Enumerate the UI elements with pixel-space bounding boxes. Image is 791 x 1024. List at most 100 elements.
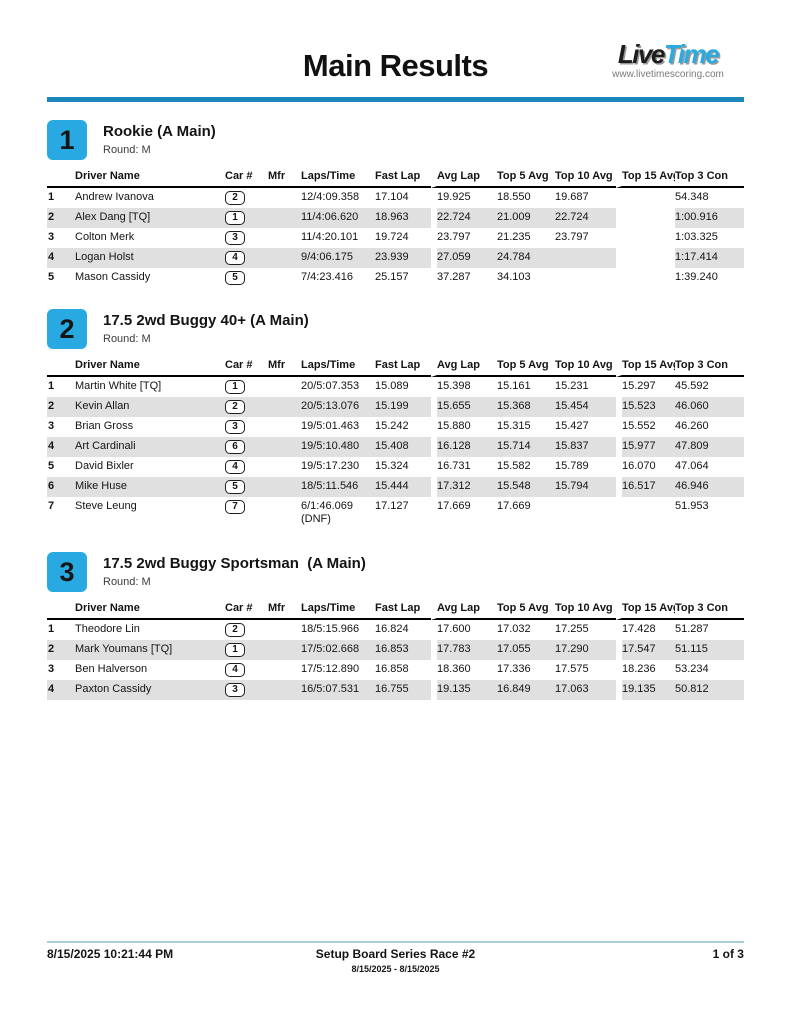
position: 7 (48, 500, 55, 512)
laps-time: 19/5:17.230 (301, 460, 360, 472)
column-header: Driver Name (75, 356, 225, 377)
column-header: Laps/Time (301, 167, 375, 188)
avg-lap: 17.669 (431, 497, 497, 529)
section-header: 3 17.5 2wd Buggy Sportsman (A Main) Roun… (47, 552, 744, 592)
section-round: Round: M (103, 144, 151, 156)
top5-avg: 34.103 (497, 271, 531, 283)
result-row: 3 Ben Halverson 4 17/5:12.890 16.858 18.360 17… (47, 660, 744, 680)
car-number-cell: 3 (225, 228, 268, 248)
column-header: Driver Name (75, 167, 225, 188)
driver-name: Colton Merk (75, 231, 135, 243)
report-header: Main Results LiveTime www.livetimescorin… (0, 0, 791, 84)
column-header: Car # (225, 356, 268, 377)
top15-avg (616, 208, 675, 228)
section-number-badge: 2 (47, 309, 87, 349)
table-body: 1 Martin White [TQ] 1 20/5:07.353 15.089 15.3… (47, 377, 744, 529)
top15-avg: 15.977 (616, 437, 675, 457)
fast-lap: 15.444 (375, 477, 431, 497)
car-number-cell: 2 (225, 397, 268, 417)
car-number-badge: 7 (225, 500, 245, 514)
car-number-cell: 5 (225, 268, 268, 288)
column-header: Car # (225, 599, 268, 620)
top5-avg: 15.714 (497, 437, 555, 457)
mfr (268, 248, 301, 268)
car-number-cell: 2 (225, 188, 268, 208)
table-header-row: Driver Name Car # Mfr Laps/Time Fast Lap Avg … (47, 167, 744, 188)
fast-lap: 16.824 (375, 623, 409, 635)
fast-lap: 16.755 (375, 680, 431, 700)
car-number-badge: 4 (225, 460, 245, 474)
driver-name: Mark Youmans [TQ] (75, 640, 225, 660)
car-number-cell: 1 (225, 377, 268, 397)
top10-avg (555, 248, 616, 268)
top15-avg: 15.297 (616, 377, 675, 397)
position: 2 (47, 208, 75, 228)
footer-series-dates: 8/15/2025 - 8/15/2025 (351, 964, 440, 974)
fast-lap: 16.853 (375, 640, 431, 660)
logo-live-text: Live (617, 39, 666, 69)
car-number-cell: 1 (225, 208, 268, 228)
laps-time: 20/5:07.353 (301, 380, 360, 392)
car-number-badge: 3 (225, 420, 245, 434)
laps-time: 19/5:10.480 (301, 437, 375, 457)
result-row: 5 Mason Cassidy 5 7/4:23.416 25.157 37.287 34.… (47, 268, 744, 288)
position: 5 (48, 271, 55, 283)
top5-avg: 18.550 (497, 191, 531, 203)
avg-lap: 19.135 (431, 680, 497, 700)
column-header: Avg Lap (431, 599, 497, 620)
mfr (268, 640, 301, 660)
column-header (47, 167, 75, 188)
result-row: 4 Paxton Cassidy 3 16/5:07.531 16.755 19.135 1… (47, 680, 744, 700)
top15-avg: 15.552 (616, 417, 675, 437)
avg-lap: 15.655 (431, 397, 497, 417)
result-row: 3 Colton Merk 3 11/4:20.101 19.724 23.797 21.2… (47, 228, 744, 248)
table-body: 1 Theodore Lin 2 18/5:15.966 16.824 17.600 17.… (47, 620, 744, 700)
section-number: 2 (59, 313, 75, 344)
top10-avg (555, 497, 616, 529)
car-number-badge: 5 (225, 480, 245, 494)
top5-avg: 17.032 (497, 623, 531, 635)
top3-con: 47.064 (675, 460, 709, 472)
position: 4 (47, 680, 75, 700)
column-header: Mfr (268, 167, 301, 188)
avg-lap: 17.600 (431, 620, 497, 640)
laps-time: 19/5:01.463 (301, 420, 360, 432)
position: 1 (48, 623, 55, 635)
top10-avg: 15.427 (555, 420, 589, 432)
result-row: 1 Theodore Lin 2 18/5:15.966 16.824 17.600 17.… (47, 620, 744, 640)
top3-con: 53.234 (675, 663, 709, 675)
mfr (268, 377, 301, 397)
top5-avg: 15.368 (497, 397, 555, 417)
results-section: 3 17.5 2wd Buggy Sportsman (A Main) Roun… (47, 552, 744, 700)
column-header: Top 15 Avg (616, 167, 675, 188)
column-header: Top 10 Avg (555, 167, 616, 188)
fast-lap: 16.858 (375, 663, 409, 675)
fast-lap: 15.089 (375, 380, 409, 392)
top10-avg: 15.837 (555, 437, 616, 457)
laps-time: 20/5:13.076 (301, 397, 375, 417)
laps-time: 9/4:06.175 (301, 248, 375, 268)
results-section: 1 Rookie (A Main) Round: M Driver Name Ca… (47, 120, 744, 288)
laps-time: 11/4:20.101 (301, 231, 359, 243)
column-header: Top 15 Avg (616, 599, 675, 620)
column-header (47, 356, 75, 377)
column-header: Fast Lap (375, 599, 431, 620)
column-header: Top 3 Con (675, 599, 744, 620)
car-number-badge: 1 (225, 211, 245, 225)
avg-lap: 15.880 (431, 417, 497, 437)
section-header: 1 Rookie (A Main) Round: M (47, 120, 744, 160)
mfr (268, 228, 301, 248)
results-table: Driver Name Car # Mfr Laps/Time Fast Lap Avg … (47, 599, 744, 700)
mfr (268, 620, 301, 640)
table-body: 1 Andrew Ivanova 2 12/4:09.358 17.104 19.925 1… (47, 188, 744, 288)
car-number-badge: 4 (225, 251, 245, 265)
result-row: 2 Alex Dang [TQ] 1 11/4:06.620 18.963 22.724 2… (47, 208, 744, 228)
car-number-cell: 3 (225, 417, 268, 437)
column-header: Top 5 Avg (497, 599, 555, 620)
result-row: 5 David Bixler 4 19/5:17.230 15.324 16.731 15.… (47, 457, 744, 477)
section-round: Round: M (103, 333, 151, 345)
column-header: Mfr (268, 356, 301, 377)
top5-avg: 16.849 (497, 680, 555, 700)
avg-lap: 27.059 (431, 248, 497, 268)
